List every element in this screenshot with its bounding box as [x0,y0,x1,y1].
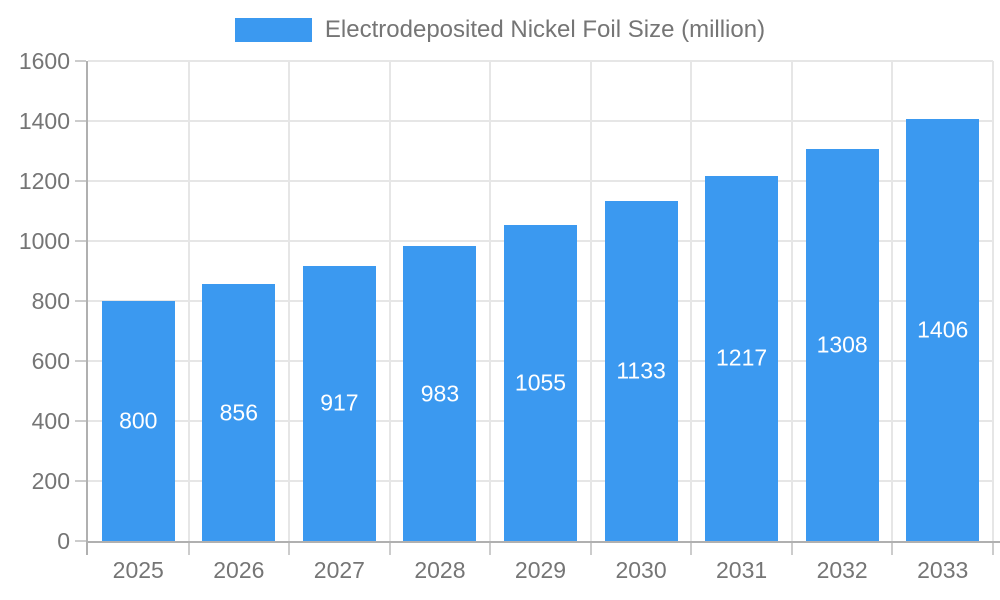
y-axis-tick [75,60,86,62]
y-axis-tick-label: 800 [31,288,70,314]
bar-value-label: 1217 [716,344,768,371]
y-axis-tick-label: 1000 [18,228,70,254]
x-axis-tick [489,543,492,555]
x-axis-tick [891,543,894,555]
plot-area: 800 856 917 983 1055 1133 1217 1308 1406 [88,60,994,541]
y-axis-tick-label: 200 [31,468,70,494]
x-axis-tick [790,543,793,555]
gridline-vertical [690,61,693,541]
gridline-vertical [891,61,894,541]
gridline-vertical [288,61,291,541]
bar-value-label: 917 [320,389,359,416]
y-axis-tick [75,300,86,302]
gridline-vertical [992,61,994,541]
y-axis-tick [75,420,86,422]
bar-2033: 1406 [906,119,980,541]
x-axis-tick [992,543,994,555]
x-axis-category-label: 2027 [313,557,365,583]
bar-2032: 1308 [805,148,879,541]
x-axis-category-label: 2032 [816,557,868,583]
x-axis-category-label: 2025 [112,557,164,583]
legend[interactable]: Electrodeposited Nickel Foil Size (milli… [0,16,1000,44]
gridline-horizontal [88,180,993,182]
x-axis-tick [388,543,391,555]
x-axis-category-label: 2033 [917,557,969,583]
x-axis-category-label: 2030 [615,557,667,583]
gridline-vertical [187,61,190,541]
x-axis-category-label: 2028 [414,557,466,583]
x-axis-tick [288,543,291,555]
bar-2025: 800 [101,301,175,541]
legend-series-label: Electrodeposited Nickel Foil Size (milli… [324,16,766,43]
y-axis-tick-label: 0 [57,528,70,554]
bar-2027: 917 [302,265,376,541]
bar-value-label: 856 [219,399,259,426]
bar-value-label: 1406 [917,316,969,343]
x-axis-line [86,541,1000,543]
x-axis-tick [187,543,190,555]
bar-value-label: 1133 [616,357,666,384]
bar-value-label: 800 [119,407,158,434]
gridline-vertical [589,61,592,541]
y-axis-tick [75,480,86,482]
y-axis-tick [75,180,86,182]
y-axis-tick-label: 400 [31,408,70,434]
y-axis-tick-label: 600 [31,348,70,374]
bar-2029: 1055 [504,224,577,541]
y-axis-tick-label: 1200 [18,168,70,194]
y-axis-tick [75,120,86,122]
x-axis-tick [589,543,592,555]
y-axis-line [86,61,88,555]
gridline-vertical [388,61,391,541]
x-axis-category-label: 2026 [213,557,265,583]
bar-value-label: 1055 [514,369,567,396]
bar-value-label: 983 [420,380,460,407]
y-axis-tick [75,240,86,242]
y-axis-tick [75,360,86,362]
gridline-vertical [489,61,492,541]
gridline-vertical [790,61,793,541]
legend-swatch [234,18,312,42]
x-axis-tick [690,543,693,555]
bar-value-label: 1308 [816,331,868,358]
bar-2031: 1217 [705,175,779,541]
gridline-horizontal [88,60,993,62]
gridline-horizontal [88,120,993,122]
y-axis-tick [75,540,86,542]
x-axis-category-label: 2031 [716,557,768,583]
y-axis-tick-label: 1600 [18,48,70,74]
y-axis-tick-label: 1400 [18,108,70,134]
bar-2028: 983 [403,246,477,541]
bar-2030: 1133 [604,201,678,541]
x-axis-category-label: 2029 [514,557,567,583]
bar-2026: 856 [202,284,276,541]
